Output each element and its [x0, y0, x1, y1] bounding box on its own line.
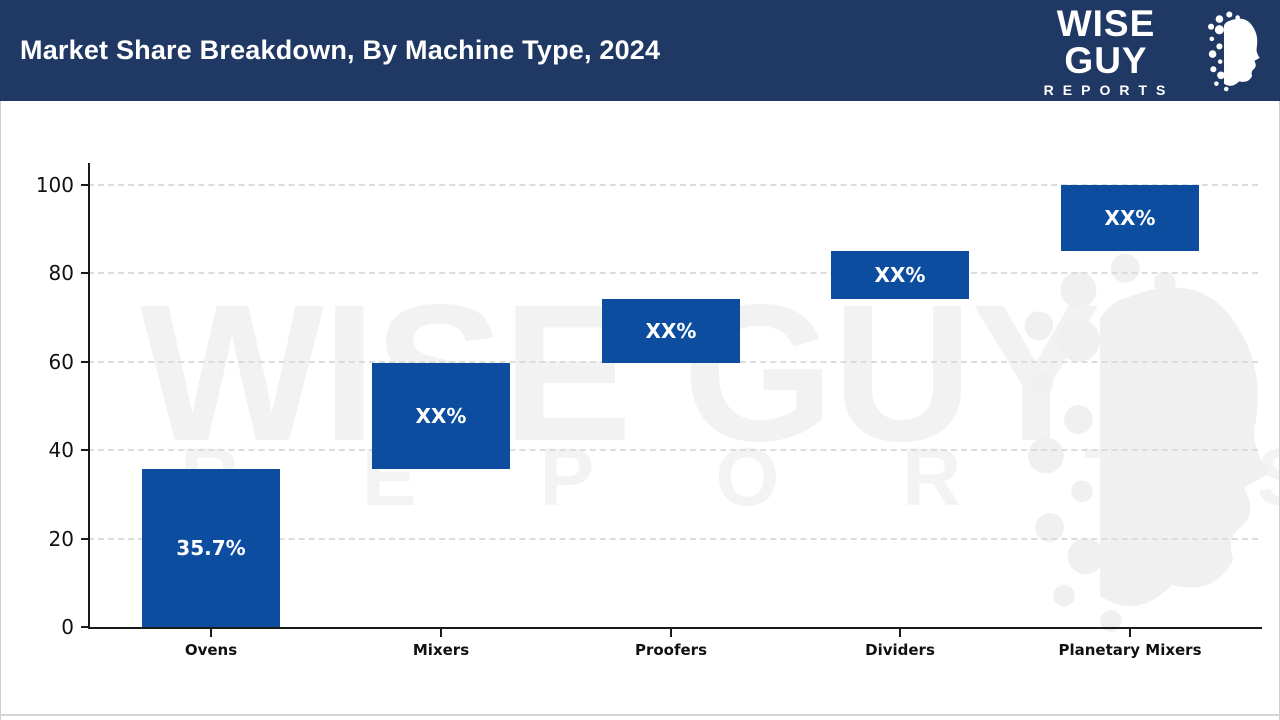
- y-tick-label: 0: [61, 615, 74, 639]
- bar-dividers: XX%: [831, 250, 969, 300]
- logo-wordmark: WISE GUY: [1056, 2, 1156, 81]
- bar-value-label: XX%: [645, 319, 697, 344]
- x-tick-mark: [210, 629, 212, 637]
- y-tick-mark: [81, 184, 88, 186]
- x-tick-label: Dividers: [865, 641, 935, 659]
- y-tick-label: 60: [48, 349, 74, 374]
- grid-line: [88, 184, 1258, 186]
- logo-subtitle: REPORTS: [1043, 81, 1175, 98]
- x-tick-mark: [1129, 629, 1131, 637]
- x-tick-mark: [670, 629, 672, 637]
- y-tick-label: 80: [48, 261, 74, 286]
- grid-line: [88, 272, 1258, 275]
- logo-face-icon: [1208, 11, 1260, 92]
- y-tick-label: 40: [48, 438, 74, 463]
- y-tick-mark: [81, 626, 88, 628]
- x-tick-label: Planetary Mixers: [1058, 641, 1202, 659]
- bar-value-label: XX%: [415, 404, 467, 429]
- grid-line: [88, 537, 1258, 540]
- page-title: Market Share Breakdown, By Machine Type,…: [20, 35, 661, 65]
- x-axis-line: [88, 627, 1262, 629]
- page-frame: [0, 101, 1280, 720]
- header-bar: Market Share Breakdown, By Machine Type,…: [0, 0, 1280, 101]
- x-tick-mark: [899, 629, 901, 637]
- x-tick-mark: [440, 629, 442, 637]
- bar-ovens: 35.7%: [142, 469, 280, 627]
- bar-value-label: XX%: [874, 262, 926, 287]
- bar-value-label: XX%: [1104, 205, 1156, 230]
- bar-planetary-mixers: XX%: [1061, 185, 1199, 251]
- y-tick-mark: [81, 537, 88, 540]
- y-tick-mark: [81, 272, 88, 275]
- grid-line: [88, 449, 1258, 452]
- bar-mixers: XX%: [372, 363, 510, 470]
- x-tick-label: Proofers: [634, 641, 708, 659]
- x-tick-label: Ovens: [184, 641, 238, 659]
- bar-value-label: 35.7%: [176, 536, 246, 561]
- bar-proofers: XX%: [602, 299, 740, 364]
- logo-text: WISE GUY REPORTS: [1012, 5, 1200, 98]
- bottom-rule: [0, 714, 1280, 716]
- y-tick-mark: [81, 449, 88, 452]
- y-tick-label: 100: [35, 173, 74, 197]
- y-tick-label: 20: [48, 526, 74, 551]
- wise-guy-reports-logo: WISE GUY REPORTS: [1012, 5, 1262, 98]
- x-tick-label: Mixers: [412, 641, 470, 659]
- y-tick-mark: [81, 360, 88, 363]
- y-axis-line: [88, 163, 90, 629]
